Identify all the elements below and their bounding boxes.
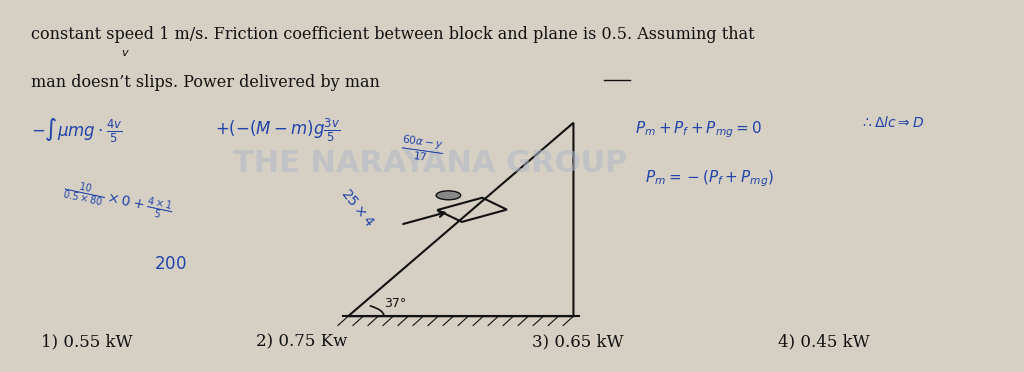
Text: THE NARAYANA GROUP: THE NARAYANA GROUP xyxy=(232,149,628,178)
Text: 4) 0.45 kW: 4) 0.45 kW xyxy=(778,334,870,351)
Text: $\frac{60\alpha - y}{17}$: $\frac{60\alpha - y}{17}$ xyxy=(399,132,445,166)
Text: $+ (-(M-m)g\frac{3v}{5}$: $+ (-(M-m)g\frac{3v}{5}$ xyxy=(215,116,340,144)
Text: $-\int \mu mg \cdot \frac{4v}{5}$: $-\int \mu mg \cdot \frac{4v}{5}$ xyxy=(31,116,123,145)
Text: $\frac{10}{0.5 \times 80} \times 0 + \frac{4 \times 1}{5}$: $\frac{10}{0.5 \times 80} \times 0 + \fr… xyxy=(61,177,175,224)
Text: $P_m + P_f + P_{mg} = 0$: $P_m + P_f + P_{mg} = 0$ xyxy=(635,120,762,141)
Circle shape xyxy=(436,191,461,200)
Text: $200$: $200$ xyxy=(154,255,186,273)
Text: v: v xyxy=(121,48,127,58)
Text: 3) 0.65 kW: 3) 0.65 kW xyxy=(532,334,624,351)
Text: $25 \times 4$: $25 \times 4$ xyxy=(338,186,377,230)
Text: man doesn’t slips. Power delivered by man: man doesn’t slips. Power delivered by ma… xyxy=(31,74,380,92)
Text: constant speed 1 m/s. Friction coefficient between block and plane is 0.5. Assum: constant speed 1 m/s. Friction coefficie… xyxy=(31,26,755,43)
Text: $P_m = -(P_f + P_{mg})$: $P_m = -(P_f + P_{mg})$ xyxy=(645,168,774,189)
Text: 1) 0.55 kW: 1) 0.55 kW xyxy=(41,334,132,351)
Text: $\therefore \Delta lc \Rightarrow D$: $\therefore \Delta lc \Rightarrow D$ xyxy=(860,115,925,130)
Text: 2) 0.75 Kw: 2) 0.75 Kw xyxy=(256,334,347,351)
Text: 37°: 37° xyxy=(384,297,407,310)
